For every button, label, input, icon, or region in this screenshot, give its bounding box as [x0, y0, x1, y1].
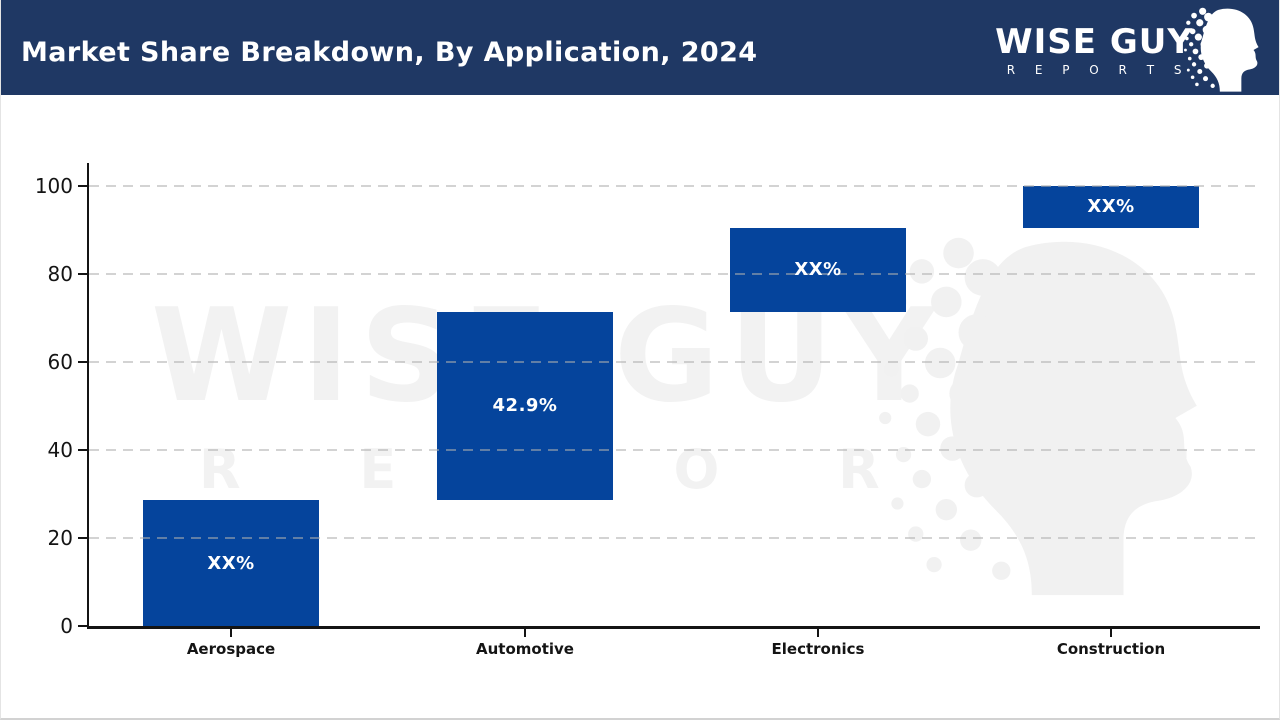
dotted-head-logo-icon	[1179, 7, 1265, 93]
gridline-40	[89, 449, 1259, 451]
y-tick-mark-0	[78, 625, 88, 627]
brand-wordmark: WISE GUY R E P O R T S	[995, 22, 1193, 77]
category-label-electronics: Electronics	[771, 640, 865, 658]
y-tick-label-80: 80	[47, 262, 73, 286]
watermark-text-line2: R E P O R T S	[199, 438, 1244, 501]
bar-automotive	[437, 311, 613, 501]
gridline-100	[89, 185, 1259, 187]
y-tick-mark-60	[78, 361, 88, 363]
gridline-80	[89, 273, 1259, 275]
x-tick-mark-electronics	[817, 629, 819, 637]
bar-construction	[1023, 186, 1199, 228]
x-tick-mark-construction	[1110, 629, 1112, 637]
category-label-aerospace: Aerospace	[186, 640, 276, 658]
y-tick-mark-40	[78, 449, 88, 451]
bar-label-electronics: XX%	[794, 259, 842, 281]
y-tick-mark-20	[78, 537, 88, 539]
y-tick-label-20: 20	[47, 526, 73, 550]
y-tick-mark-100	[78, 185, 88, 187]
y-tick-label-40: 40	[47, 438, 73, 462]
page-title: Market Share Breakdown, By Application, …	[21, 37, 758, 68]
category-label-automotive: Automotive	[476, 640, 574, 658]
gridline-60	[89, 361, 1259, 363]
bar-label-aerospace: XX%	[207, 552, 255, 574]
header-bar: Market Share Breakdown, By Application, …	[1, 0, 1279, 95]
bar-label-construction: XX%	[1087, 196, 1135, 218]
y-tick-label-60: 60	[47, 350, 73, 374]
bar-electronics	[730, 227, 906, 312]
y-tick-mark-80	[78, 273, 88, 275]
x-tick-mark-automotive	[524, 629, 526, 637]
brand-logo: WISE GUY R E P O R T S	[995, 3, 1265, 93]
y-tick-label-0: 0	[60, 614, 73, 638]
brand-subname: R E P O R T S	[1006, 63, 1190, 77]
x-tick-mark-aerospace	[230, 629, 232, 637]
watermark-head-icon	[873, 214, 1209, 622]
category-label-construction: Construction	[1056, 640, 1166, 658]
bar-aerospace	[143, 500, 319, 626]
brand-name: WISE GUY	[995, 22, 1193, 62]
gridline-20	[89, 537, 1259, 539]
x-axis-line	[87, 626, 1260, 629]
y-axis-line	[87, 163, 89, 628]
bar-label-automotive: 42.9%	[492, 395, 558, 417]
y-tick-label-100: 100	[34, 174, 73, 198]
